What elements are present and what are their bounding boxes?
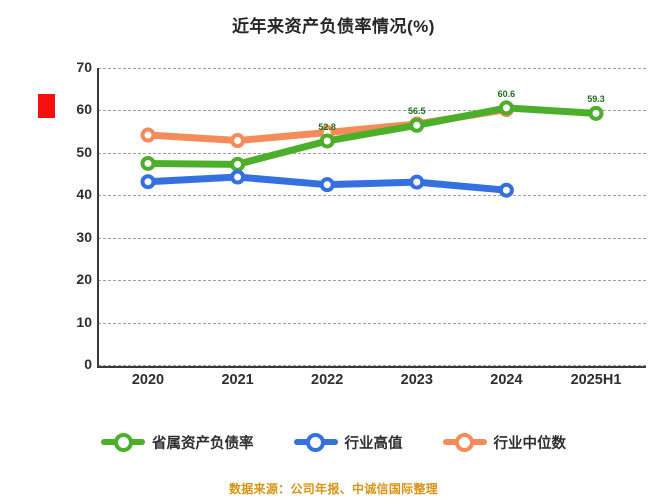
gridline — [98, 280, 646, 282]
data-point-label: 60.6 — [497, 88, 516, 99]
data-point-label: 56.5 — [408, 106, 426, 117]
gridline — [98, 322, 646, 324]
y-axis-tick-label: 30 — [76, 228, 92, 245]
legend-swatch-icon — [293, 430, 338, 454]
legend-label: 省属资产负债率 — [152, 435, 254, 452]
x-axis-tick-label: 2021 — [221, 372, 254, 388]
x-axis-tick-label: 2022 — [311, 372, 344, 388]
legend-label: 行业中位数 — [493, 435, 567, 452]
gridline — [98, 195, 646, 197]
y-axis-tick-label: 20 — [76, 271, 92, 288]
plot-area — [98, 68, 646, 366]
x-axis-tick-label: 2023 — [400, 372, 433, 388]
y-axis-tick-label: 10 — [76, 313, 92, 330]
gridline — [98, 68, 646, 69]
data-point-label: 52.8 — [318, 121, 336, 132]
y-axis-tick-label: 0 — [84, 356, 92, 372]
chart-legend: 省属资产负债率 行业高值 行业中位数 — [0, 430, 667, 454]
x-axis-line — [97, 366, 646, 368]
legend-swatch-icon — [101, 430, 145, 454]
x-axis-tick-label: 2020 — [131, 372, 165, 388]
gridline — [98, 152, 646, 154]
gridline — [98, 110, 646, 112]
y-axis-tick-label: 70 — [76, 59, 92, 75]
x-axis-tick-label: 2024 — [490, 372, 523, 388]
chart-title: 近年来资产负债率情况(%) — [232, 17, 435, 36]
legend-provincial-debt-ratio[interactable]: 省属资产负债率 — [101, 430, 254, 454]
legend-industry-high[interactable]: 行业高值 — [293, 430, 403, 454]
y-axis-tick-label: 40 — [76, 186, 92, 203]
data-point-label: 59.3 — [587, 94, 605, 105]
gridline — [98, 365, 646, 366]
gridline — [98, 237, 646, 239]
legend-industry-median[interactable]: 行业中位数 — [442, 430, 567, 454]
legend-swatch-icon — [442, 430, 487, 454]
y-axis-tick-labels: 0 10 20 30 40 50 60 70 — [56, 59, 92, 372]
y-axis-tick-label: 60 — [76, 101, 92, 118]
red-highlight-marker — [38, 94, 55, 118]
y-axis-tick-label: 50 — [76, 143, 92, 160]
legend-label: 行业高值 — [344, 435, 403, 452]
y-axis-line — [97, 68, 99, 367]
x-axis-tick-label: 2025H1 — [570, 372, 622, 388]
chart-caption: 数据来源：公司年报、中诚信国际整理 — [228, 482, 439, 496]
